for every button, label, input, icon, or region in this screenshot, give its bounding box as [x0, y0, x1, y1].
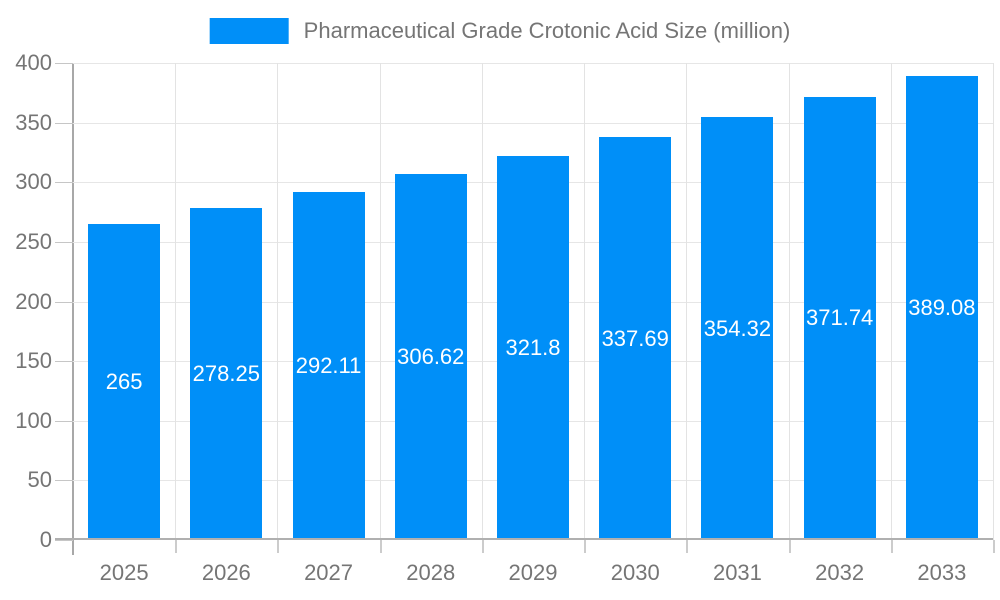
y-tick-label: 200 [15, 288, 52, 314]
bar-2028[interactable] [394, 174, 467, 540]
y-tick-mark [55, 241, 73, 243]
bar-2027[interactable] [292, 191, 365, 540]
bar-value-label-2029: 321.8 [505, 335, 561, 361]
bar-2026[interactable] [190, 208, 263, 540]
vertical-gridline [686, 63, 688, 540]
plot-area: 265 278.25 292.11 306.62 321.8 337.69 354.32 37… [73, 63, 994, 540]
horizontal-gridline [73, 122, 993, 124]
x-tick-mark [890, 540, 893, 553]
y-tick-label: 50 [27, 467, 52, 493]
y-tick-mark [55, 540, 73, 541]
bar-2025[interactable] [88, 223, 161, 540]
x-tick-mark [584, 540, 587, 553]
y-tick-mark [55, 63, 73, 64]
y-tick-mark [55, 361, 73, 363]
y-tick-mark [55, 122, 73, 124]
x-tick-label-2029: 2029 [508, 560, 558, 585]
vertical-gridline [584, 63, 586, 540]
bar-2032[interactable] [803, 96, 876, 540]
bar-2030[interactable] [599, 137, 672, 540]
vertical-gridline [993, 63, 994, 540]
y-tick-mark [55, 182, 73, 184]
x-tick-mark [175, 540, 178, 553]
vertical-gridline [890, 63, 892, 540]
bar-2033[interactable] [905, 76, 978, 540]
bar-2031[interactable] [701, 117, 774, 540]
x-tick-mark [993, 540, 995, 553]
legend-swatch-icon [209, 18, 289, 44]
x-tick-mark [686, 540, 689, 553]
bar-value-label-2031: 354.32 [703, 315, 772, 341]
y-tick-label: 250 [15, 228, 52, 254]
y-tick-label: 400 [15, 50, 52, 75]
y-tick-label: 100 [15, 407, 52, 433]
x-tick-mark [379, 540, 382, 553]
x-tick-label-2030: 2030 [610, 560, 660, 585]
legend-label: Pharmaceutical Grade Crotonic Acid Size … [303, 18, 791, 43]
x-tick-label-2028: 2028 [406, 560, 456, 585]
x-tick-label-2032: 2032 [815, 560, 865, 585]
y-axis-line [72, 63, 74, 555]
x-axis-baseline [55, 538, 993, 540]
y-tick-mark [55, 301, 73, 303]
bar-value-label-2025: 265 [105, 368, 143, 394]
x-tick-label-2025: 2025 [99, 560, 149, 585]
x-tick-mark [788, 540, 791, 553]
bar-value-label-2030: 337.69 [601, 325, 669, 351]
bar-value-label-2026: 278.25 [192, 361, 260, 387]
horizontal-gridline [73, 63, 993, 64]
bar-value-label-2032: 371.74 [806, 305, 874, 331]
vertical-gridline [175, 63, 177, 540]
bar-value-label-2028: 306.62 [397, 344, 465, 370]
vertical-gridline [481, 63, 483, 540]
bar-2029[interactable] [497, 156, 569, 540]
bar-value-label-2027: 292.11 [295, 352, 362, 378]
bar-value-label-2033: 389.08 [908, 295, 976, 320]
y-tick-label: 0 [39, 527, 52, 552]
x-tick-mark [277, 540, 280, 553]
x-tick-label-2026: 2026 [201, 560, 251, 585]
vertical-gridline [788, 63, 790, 540]
y-tick-mark [55, 420, 73, 422]
x-tick-label-2027: 2027 [304, 560, 354, 585]
x-tick-label-2031: 2031 [712, 560, 762, 585]
vertical-gridline [379, 63, 381, 540]
x-tick-label-2033: 2033 [917, 560, 967, 585]
y-tick-mark [55, 480, 73, 482]
x-tick-mark [481, 540, 484, 553]
y-tick-label: 350 [15, 109, 52, 135]
y-tick-label: 300 [15, 169, 52, 195]
y-tick-label: 150 [15, 348, 52, 374]
vertical-gridline [277, 63, 279, 540]
chart-legend: Pharmaceutical Grade Crotonic Acid Size … [209, 18, 791, 44]
